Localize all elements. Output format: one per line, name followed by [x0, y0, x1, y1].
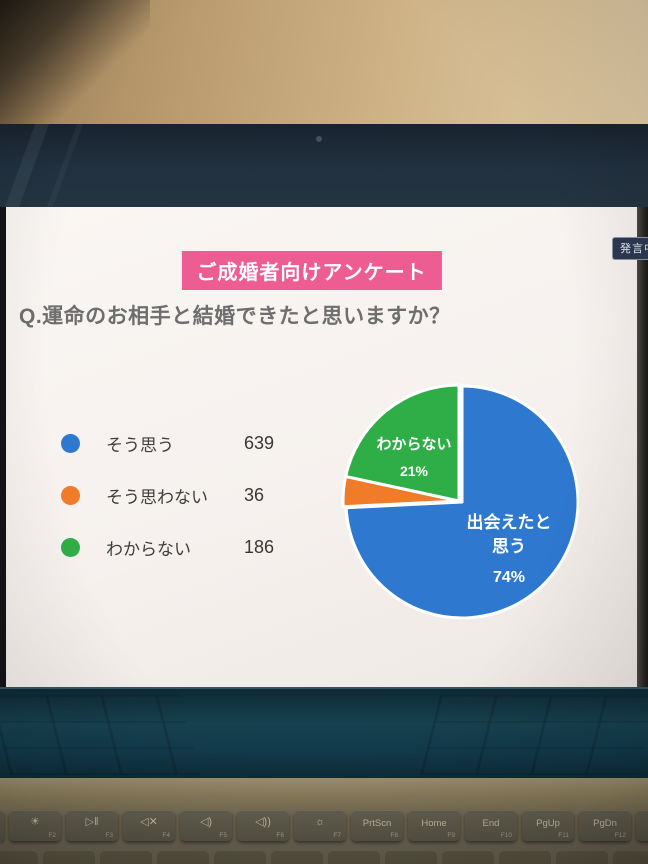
- pie-slice-2: [344, 383, 461, 503]
- volume-up-key: ◁)) F6: [237, 810, 289, 841]
- partial-key: [271, 850, 323, 864]
- brightness-icon: ☀: [30, 816, 40, 828]
- legend-dot-green-icon: [61, 537, 80, 557]
- legend-label: そう思わない: [106, 487, 208, 507]
- end-key: End F10: [465, 810, 517, 841]
- function-key-row: ☀ F2 ▷‖ F3 ◁✕ F4 ◁) F5 ◁)) F6 ☼ F7: [0, 810, 648, 841]
- keyboard-reflection: [420, 695, 648, 775]
- webcam-icon: [316, 136, 322, 142]
- fkey-label: F2: [48, 832, 56, 839]
- partial-key: [0, 810, 4, 841]
- pgup-label: PgUp: [536, 818, 560, 829]
- mute-icon: ◁✕: [140, 816, 158, 828]
- slide-question: Q.運命のお相手と結婚できたと思いますか？: [19, 305, 451, 328]
- bezel-reflection: [46, 124, 84, 207]
- pie-label-deaeta: 出会えたと 思う 74%: [467, 511, 552, 587]
- legend-dot-blue-icon: [61, 433, 80, 453]
- bezel-reflection: [4, 124, 50, 207]
- fkey-label: F9: [447, 832, 455, 839]
- pie-label-percent: 74%: [492, 569, 526, 586]
- legend-label: わからない: [106, 539, 191, 559]
- partial-key: [100, 850, 152, 864]
- keyboard-backlight-key: ☼ F7: [294, 810, 346, 841]
- play-pause-key: ▷‖ F3: [66, 810, 118, 841]
- partial-key: [556, 850, 608, 864]
- legend-row: わからない 186: [61, 536, 311, 559]
- fkey-label: F3: [105, 832, 113, 839]
- partial-key: [385, 850, 437, 864]
- speaking-status-badge: 発言中: [612, 237, 648, 260]
- chart-legend: そう思う 639 そう思わない 36 わからない 186: [61, 432, 311, 588]
- partial-key: [328, 850, 380, 864]
- partial-key: [43, 850, 95, 864]
- fkey-label: F10: [500, 832, 512, 839]
- screen-bottom-bezel: [0, 687, 648, 778]
- pie-label-text: わからない: [376, 436, 452, 453]
- laptop-keyboard-deck: ☀ F2 ▷‖ F3 ◁✕ F4 ◁) F5 ◁)) F6 ☼ F7: [0, 778, 648, 864]
- pie-slice-0: [344, 384, 579, 620]
- legend-row: そう思う 639: [61, 432, 311, 455]
- pgdn-key: PgDn F12: [579, 810, 631, 841]
- pie-label-text: 思う: [492, 537, 526, 556]
- mute-key: ◁✕ F4: [123, 810, 175, 841]
- legend-label: そう思う: [106, 435, 174, 455]
- fkey-label: F7: [333, 832, 341, 839]
- fkey-label: F8: [390, 832, 398, 839]
- partial-key: [636, 810, 648, 841]
- end-label: End: [482, 818, 500, 829]
- home-label: Home: [421, 818, 447, 829]
- play-pause-icon: ▷‖: [85, 816, 99, 828]
- fkey-label: F12: [614, 832, 626, 839]
- fkey-label: F5: [219, 832, 227, 839]
- pie-chart: わからない 21% 出会えたと 思う 74%: [339, 381, 579, 621]
- legend-value: 186: [244, 536, 275, 557]
- keyboard-reflection: [0, 695, 200, 775]
- legend-dot-orange-icon: [61, 485, 80, 505]
- screen-left-edge: [0, 207, 6, 687]
- pie-label-percent: 21%: [399, 463, 429, 479]
- partial-key: [0, 850, 38, 864]
- legend-value: 36: [244, 484, 265, 505]
- number-key-row: [0, 850, 648, 864]
- partial-key: [214, 850, 266, 864]
- legend-row: そう思わない 36: [61, 484, 311, 507]
- screen-top-bezel: [0, 124, 648, 207]
- partial-key: [157, 850, 209, 864]
- presentation-slide: ご成婚者向けアンケート Q.運命のお相手と結婚できたと思いますか？ そう思う 6…: [6, 207, 637, 687]
- pgup-key: PgUp F11: [522, 810, 574, 841]
- wall-background: [0, 0, 648, 140]
- backlight-icon: ☼: [314, 816, 326, 828]
- prtscn-key: PrtScn F8: [351, 810, 403, 841]
- wall-shadow: [0, 0, 150, 140]
- prtscn-label: PrtScn: [362, 818, 392, 829]
- volume-down-icon: ◁): [199, 816, 213, 828]
- pie-label-wakaranai: わからない 21%: [376, 433, 451, 479]
- pie-label-text: 出会えたと: [466, 513, 552, 532]
- partial-key: [613, 850, 648, 864]
- legend-value: 639: [244, 432, 275, 453]
- partial-key: [442, 850, 494, 864]
- pie-chart-svg: [341, 383, 579, 620]
- brightness-key: ☀ F2: [9, 810, 61, 841]
- partial-key: [499, 850, 551, 864]
- fkey-label: F6: [276, 832, 284, 839]
- home-key: Home F9: [408, 810, 460, 841]
- pgdn-label: PgDn: [593, 818, 617, 829]
- volume-down-key: ◁) F5: [180, 810, 232, 841]
- volume-up-icon: ◁)): [255, 816, 271, 828]
- slide-title-banner: ご成婚者向けアンケート: [181, 251, 442, 290]
- screen-right-edge: [637, 207, 648, 687]
- fkey-label: F11: [558, 832, 569, 839]
- fkey-label: F4: [162, 832, 170, 839]
